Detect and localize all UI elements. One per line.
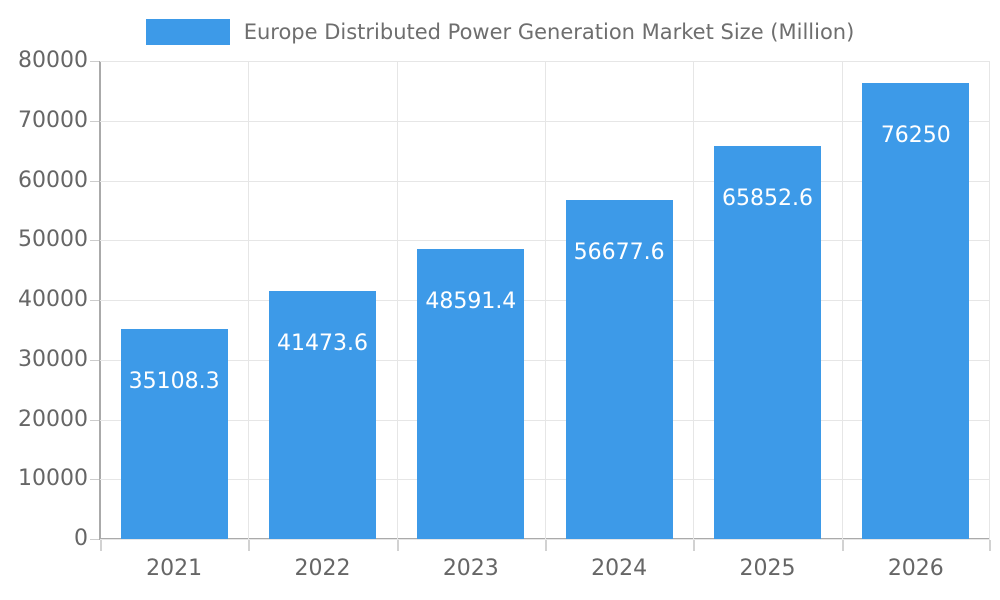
y-axis-tick-label: 50000 <box>18 227 88 253</box>
y-axis-tick-label: 80000 <box>18 48 88 73</box>
bar[interactable] <box>565 200 673 539</box>
y-axis-tick-mark <box>90 359 99 361</box>
legend-color-swatch-icon <box>145 19 230 45</box>
y-axis-tick-mark <box>90 61 99 62</box>
x-axis-tick-label: 2024 <box>591 556 648 581</box>
x-axis-tick-label: 2026 <box>887 556 944 581</box>
bar-value-label: 65852.6 <box>722 185 813 211</box>
x-axis-tick-mark <box>100 540 102 551</box>
legend-item-label: Europe Distributed Power Generation Mark… <box>243 19 855 44</box>
bar-value-label: 41473.6 <box>277 331 368 357</box>
bar-value-label: 35108.3 <box>128 369 220 395</box>
gridline-vertical <box>842 61 843 539</box>
y-axis-tick-mark <box>90 180 99 182</box>
legend-item-0[interactable]: Europe Distributed Power Generation Mark… <box>145 19 855 45</box>
bar-value-label: 76250 <box>880 123 951 149</box>
x-axis-tick-label: 2025 <box>739 556 796 581</box>
gridline-vertical <box>397 61 398 539</box>
bar[interactable] <box>269 291 376 539</box>
x-axis-tick-mark <box>842 540 844 551</box>
y-axis-tick-mark <box>90 479 99 481</box>
gridline-vertical <box>545 61 546 539</box>
bar[interactable] <box>417 248 525 539</box>
y-axis-tick-label: 30000 <box>18 346 88 372</box>
y-axis-tick-label: 70000 <box>18 107 88 133</box>
y-axis-tick-label: 0 <box>74 526 88 551</box>
x-axis-tick-label: 2021 <box>146 556 203 581</box>
x-axis-tick-mark <box>545 540 547 551</box>
bar-value-label: 48591.4 <box>425 288 517 314</box>
y-axis-tick-label: 10000 <box>18 466 88 492</box>
gridline-vertical <box>693 61 694 539</box>
bar[interactable] <box>862 83 970 539</box>
y-axis-tick-label: 40000 <box>18 287 88 312</box>
gridline-horizontal <box>100 539 990 540</box>
y-axis-tick-mark <box>90 419 99 421</box>
x-axis-tick-mark <box>693 540 695 551</box>
bar-value-label: 56677.6 <box>573 240 665 266</box>
gridline-vertical <box>248 61 249 539</box>
x-axis-tick-mark <box>248 540 250 551</box>
y-axis-tick-mark <box>90 120 99 122</box>
y-axis-tick-mark <box>90 300 99 301</box>
x-axis-tick-mark <box>397 540 399 551</box>
x-axis-tick-mark <box>989 540 991 551</box>
y-axis-tick-mark <box>90 539 99 540</box>
x-axis-tick-label: 2022 <box>294 556 351 581</box>
y-axis-tick-mark <box>90 240 99 242</box>
x-axis-tick-label: 2023 <box>442 556 499 581</box>
chart-legend: Europe Distributed Power Generation Mark… <box>0 14 1000 50</box>
bar[interactable] <box>714 145 821 539</box>
y-axis-tick-label: 20000 <box>18 406 88 432</box>
gridline-vertical <box>989 61 990 539</box>
bar[interactable] <box>120 329 228 539</box>
plot-area: 35108.3 41473.6 48591.4 56677.6 65852.6 76250 <box>100 61 990 540</box>
y-axis-tick-label: 60000 <box>18 167 88 193</box>
